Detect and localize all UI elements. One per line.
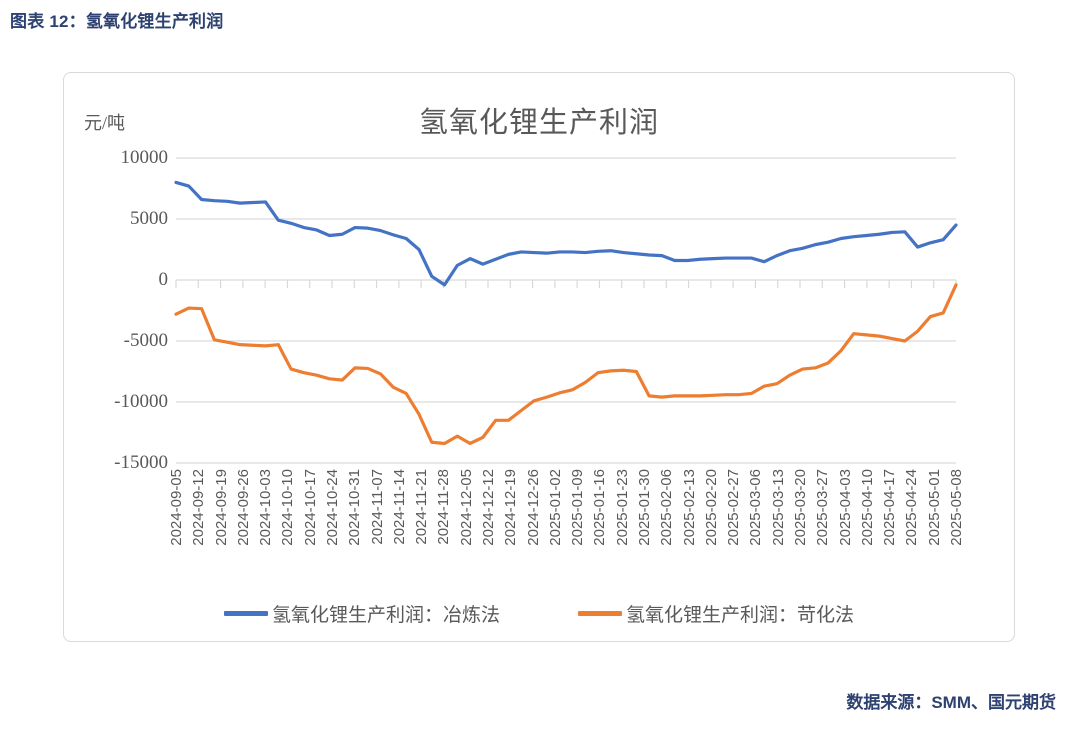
- legend-label-smelting: 氢氧化锂生产利润：冶炼法: [271, 605, 500, 626]
- chart-container: 氢氧化锂生产利润 元/吨 10000 5000 0 -5000 -10000 -15000…: [63, 72, 1015, 642]
- x-axis-tick-label: 2024-12-05: [457, 469, 475, 546]
- x-axis-tick-label: 2025-02-13: [680, 469, 698, 546]
- x-axis-tick-label: 2024-10-03: [257, 469, 275, 546]
- x-axis-tick-label: 2025-04-03: [836, 469, 854, 546]
- x-axis-tick-label: 2025-04-17: [881, 469, 899, 546]
- x-axis-tick-label: 2025-04-10: [858, 469, 876, 546]
- x-axis-tick-label: 2024-10-24: [324, 469, 341, 546]
- x-axis-tick-label: 2024-09-19: [212, 469, 230, 546]
- x-axis-ticks: [175, 280, 957, 288]
- x-axis-tick-label: 2025-01-09: [569, 469, 587, 546]
- y-axis-tick-label: 5000: [130, 208, 168, 229]
- series-line-1: [174, 180, 958, 287]
- x-axis-tick-label: 2025-02-20: [702, 469, 720, 546]
- legend-swatch-smelting: [223, 611, 268, 616]
- series-line-2: [174, 283, 958, 446]
- x-axis-tick-label: 2024-10-31: [346, 469, 364, 546]
- x-axis-tick-label: 2024-10-17: [301, 469, 319, 546]
- x-axis-tick-label: 2025-01-02: [546, 469, 564, 546]
- data-source-note: 数据来源：SMM、国元期货: [846, 693, 1056, 712]
- x-axis-tick-label: 2025-05-08: [948, 469, 965, 546]
- legend-swatch-causticization: [578, 611, 622, 616]
- x-axis-tick-label: 2025-02-06: [658, 469, 676, 546]
- x-axis-tick-label: 2025-02-27: [725, 469, 743, 546]
- x-axis-tick-label: 2025-01-16: [591, 469, 609, 546]
- x-axis-tick-label: 2025-01-30: [636, 469, 653, 546]
- x-axis-tick-label: 2025-05-01: [925, 469, 943, 546]
- x-axis-tick-label: 2024-12-26: [524, 469, 542, 546]
- series-lines: [174, 180, 958, 446]
- legend-item-smelting[interactable]: 氢氧化锂生产利润：冶炼法: [223, 600, 500, 627]
- x-axis-tick-label: 2025-04-24: [903, 469, 921, 546]
- gridlines: [176, 157, 956, 464]
- figure-caption: 图表 12：氢氧化锂生产利润: [10, 12, 224, 31]
- y-axis-tick-label: 10000: [120, 147, 169, 168]
- x-axis-tick-label: 2024-11-28: [435, 469, 453, 545]
- plot-area: [174, 157, 958, 464]
- x-axis-tick-labels: 2024-09-05 2024-09-12 2024-09-19 2024-09-26…: [168, 469, 965, 589]
- x-axis-tick-label: 2024-11-14: [390, 469, 408, 545]
- legend-label-causticization: 氢氧化锂生产利润：苛化法: [626, 605, 855, 626]
- x-axis-tick-label: 2025-03-13: [769, 469, 787, 546]
- x-axis-tick-label: 2024-09-05: [168, 469, 185, 546]
- x-axis-tick-label: 2024-10-10: [279, 469, 297, 546]
- x-axis-tick-label: 2024-11-21: [413, 469, 431, 545]
- x-axis-tick-label: 2024-12-19: [502, 469, 520, 546]
- chart-legend: 氢氧化锂生产利润：冶炼法 氢氧化锂生产利润：苛化法: [64, 600, 1014, 627]
- y-axis-tick-labels: 10000 5000 0 -5000 -10000 -15000: [72, 147, 169, 473]
- y-axis-tick-label: -5000: [123, 330, 168, 351]
- x-axis-tick-label: 2025-03-06: [747, 469, 765, 546]
- x-axis-tick-label: 2024-09-12: [190, 469, 208, 546]
- x-axis-tick-label: 2025-03-27: [814, 469, 832, 546]
- x-axis-tick-label: 2024-09-26: [234, 469, 252, 546]
- x-axis-tick-label: 2024-11-07: [368, 469, 386, 545]
- y-axis-tick-label: -15000: [114, 452, 168, 473]
- x-axis-tick-label: 2025-01-23: [613, 469, 631, 546]
- legend-item-causticization[interactable]: 氢氧化锂生产利润：苛化法: [578, 600, 854, 627]
- x-axis-tick-label: 2024-12-12: [480, 469, 497, 546]
- chart-svg: [174, 157, 958, 464]
- y-axis-tick-label: -10000: [114, 391, 168, 412]
- y-axis-tick-label: 0: [158, 269, 169, 290]
- x-axis-tick-label: 2025-03-20: [792, 469, 809, 546]
- y-axis-unit-label: 元/吨: [84, 113, 126, 133]
- chart-title: 氢氧化锂生产利润: [418, 107, 659, 139]
